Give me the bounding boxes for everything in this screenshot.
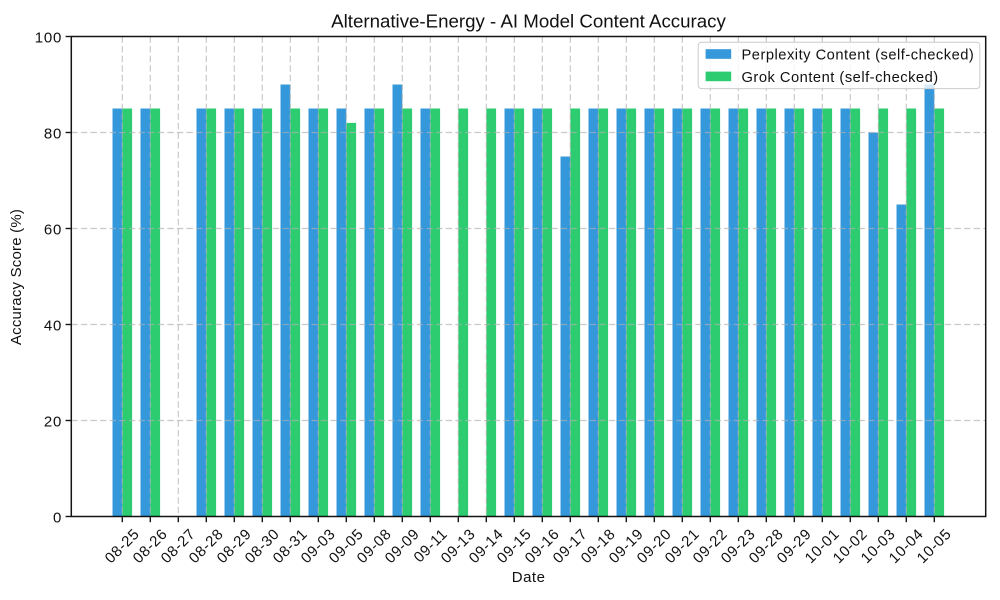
svg-text:Alternative-Energy - AI Model: Alternative-Energy - AI Model Content Ac… xyxy=(331,11,726,32)
svg-text:Perplexity Content (self-check: Perplexity Content (self-checked) xyxy=(742,47,975,63)
svg-text:Grok Content (self-checked): Grok Content (self-checked) xyxy=(742,70,939,86)
svg-text:100: 100 xyxy=(35,30,62,47)
svg-text:60: 60 xyxy=(44,222,62,239)
svg-text:0: 0 xyxy=(53,510,62,527)
svg-text:Date: Date xyxy=(512,569,546,586)
svg-text:Accuracy Score (%): Accuracy Score (%) xyxy=(8,209,25,345)
svg-text:40: 40 xyxy=(44,318,62,335)
svg-text:20: 20 xyxy=(44,414,62,431)
svg-text:80: 80 xyxy=(44,126,62,143)
